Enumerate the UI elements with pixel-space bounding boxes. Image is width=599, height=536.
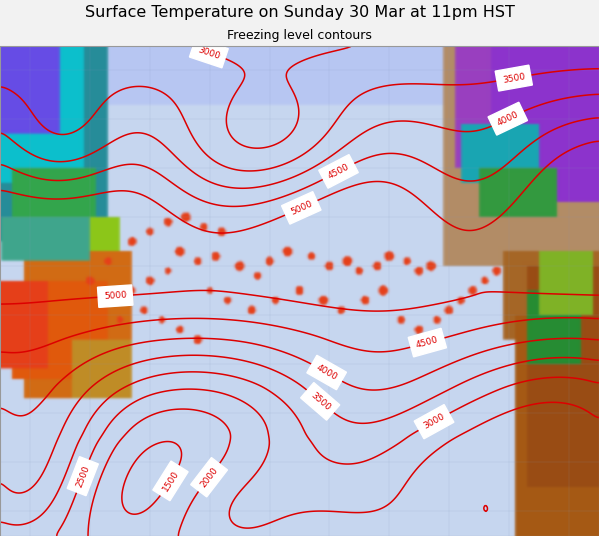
Text: 4000: 4000 (495, 110, 520, 128)
Text: 3500: 3500 (308, 390, 332, 412)
Text: 2000: 2000 (198, 465, 220, 489)
Text: 2500: 2500 (74, 464, 91, 488)
Text: 5000: 5000 (104, 291, 127, 301)
Text: 3500: 3500 (501, 72, 526, 85)
Text: Surface Temperature on Sunday 30 Mar at 11pm HST: Surface Temperature on Sunday 30 Mar at … (84, 5, 515, 20)
Text: 4500: 4500 (415, 335, 440, 350)
Text: 4000: 4000 (314, 363, 339, 382)
Text: 3000: 3000 (196, 45, 221, 61)
Text: 5000: 5000 (289, 199, 314, 217)
Text: 3000: 3000 (422, 412, 446, 431)
Text: 4500: 4500 (326, 162, 351, 181)
Text: Freezing level contours: Freezing level contours (227, 29, 372, 42)
Text: 1500: 1500 (161, 469, 180, 493)
